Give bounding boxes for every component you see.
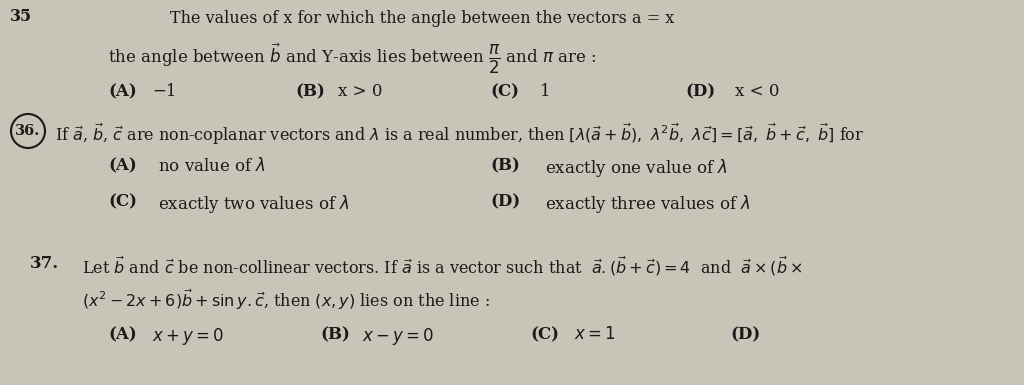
Text: (A): (A) bbox=[108, 157, 137, 174]
Text: Let $\vec{b}$ and $\vec{c}$ be non-collinear vectors. If $\vec{a}$ is a vector s: Let $\vec{b}$ and $\vec{c}$ be non-colli… bbox=[82, 255, 803, 278]
Text: If $\vec{a}$, $\vec{b}$, $\vec{c}$ are non-coplanar vectors and $\lambda$ is a r: If $\vec{a}$, $\vec{b}$, $\vec{c}$ are n… bbox=[55, 122, 864, 147]
Text: −1: −1 bbox=[152, 83, 176, 100]
Text: 36.: 36. bbox=[15, 124, 41, 138]
Text: no value of $\lambda$: no value of $\lambda$ bbox=[158, 157, 266, 175]
Text: x > 0: x > 0 bbox=[338, 83, 383, 100]
Text: (D): (D) bbox=[730, 326, 760, 343]
Text: the angle between $\vec{b}$ and Y-axis lies between $\dfrac{\pi}{2}$ and $\pi$ a: the angle between $\vec{b}$ and Y-axis l… bbox=[108, 42, 597, 76]
Text: x < 0: x < 0 bbox=[735, 83, 779, 100]
Text: The values of x for which the angle between the vectors a = x: The values of x for which the angle betw… bbox=[170, 10, 674, 27]
Text: $x-y=0$: $x-y=0$ bbox=[362, 326, 434, 347]
Text: 37.: 37. bbox=[30, 255, 59, 272]
Text: exactly one value of $\lambda$: exactly one value of $\lambda$ bbox=[545, 157, 728, 179]
Text: (D): (D) bbox=[490, 193, 520, 210]
Text: (A): (A) bbox=[108, 326, 137, 343]
Text: exactly three values of $\lambda$: exactly three values of $\lambda$ bbox=[545, 193, 751, 215]
Text: (C): (C) bbox=[530, 326, 559, 343]
Text: (C): (C) bbox=[108, 193, 137, 210]
Text: (A): (A) bbox=[108, 83, 137, 100]
Text: $x+y=0$: $x+y=0$ bbox=[152, 326, 224, 347]
Text: (B): (B) bbox=[319, 326, 350, 343]
Text: exactly two values of $\lambda$: exactly two values of $\lambda$ bbox=[158, 193, 350, 215]
Text: (C): (C) bbox=[490, 83, 519, 100]
Text: 35: 35 bbox=[10, 8, 32, 25]
Text: (D): (D) bbox=[685, 83, 715, 100]
Text: $(x^2-2x+6)\vec{b}+\sin y.\vec{c}$, then $(x, y)$ lies on the line :: $(x^2-2x+6)\vec{b}+\sin y.\vec{c}$, then… bbox=[82, 288, 489, 312]
Text: (B): (B) bbox=[490, 157, 520, 174]
Text: $x=1$: $x=1$ bbox=[574, 326, 615, 343]
Text: 1: 1 bbox=[540, 83, 551, 100]
Text: (B): (B) bbox=[295, 83, 325, 100]
